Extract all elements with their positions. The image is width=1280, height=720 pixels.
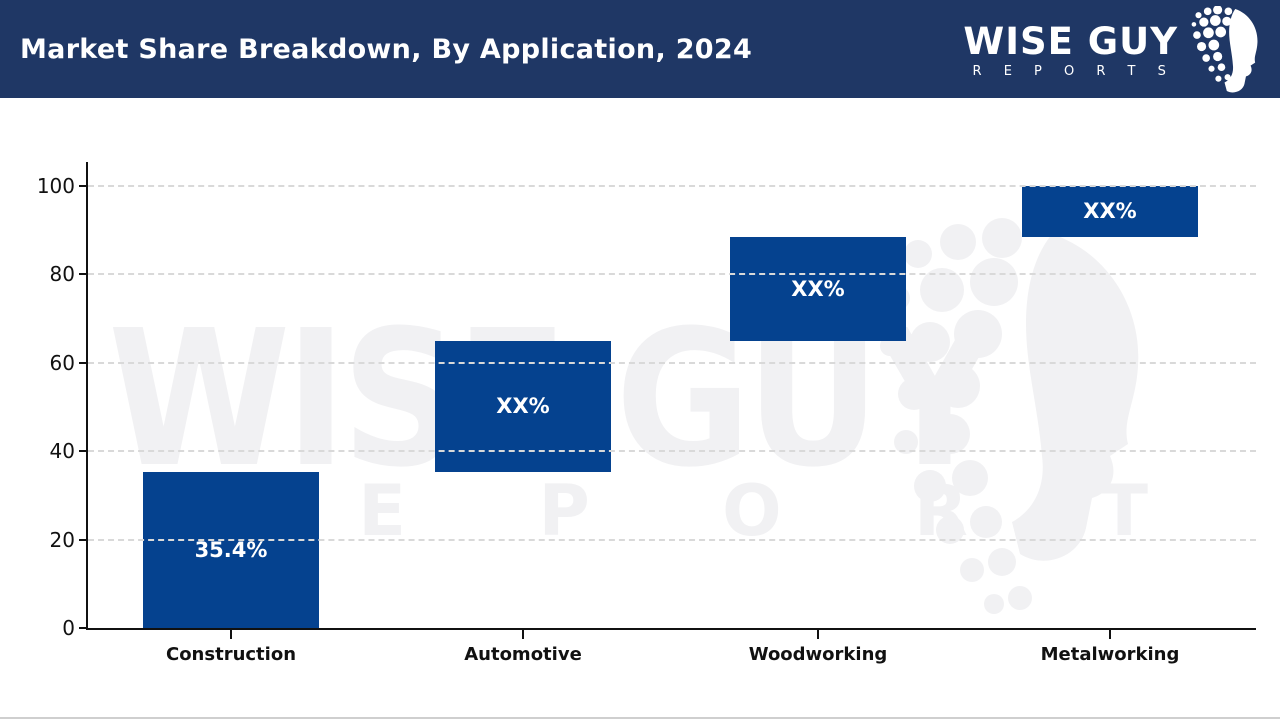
- gridline-100: [88, 185, 1256, 187]
- x-axis-line: [86, 628, 1256, 630]
- brand-logo-text: WISE GUY R E P O R T S: [963, 23, 1178, 78]
- watermark-head-icon: [880, 218, 1139, 614]
- y-tick-label-20: 20: [49, 527, 75, 552]
- y-tick-label-100: 100: [36, 174, 75, 198]
- y-tick-mark-60: [79, 361, 88, 364]
- bar-value-label-metalworking: XX%: [1083, 199, 1137, 224]
- x-tick-label-construction: Construction: [165, 644, 297, 665]
- bar-construction: [143, 471, 319, 628]
- gridline-80: [88, 273, 1256, 276]
- y-tick-label-0: 0: [62, 616, 75, 640]
- brand-subtitle: R E P O R T S: [972, 63, 1175, 79]
- brand-name: WISE GUY: [963, 19, 1178, 63]
- y-tick-mark-80: [79, 273, 88, 276]
- gridline-40: [88, 450, 1256, 453]
- y-tick-label-80: 80: [49, 262, 75, 287]
- y-tick-mark-40: [79, 450, 88, 453]
- y-axis-line: [86, 162, 88, 630]
- bar-woodworking: [730, 236, 906, 341]
- bottom-divider: [0, 717, 1280, 719]
- x-tick-label-metalworking: Metalworking: [1040, 644, 1180, 665]
- x-tick-mark-woodworking: [817, 630, 819, 639]
- y-tick-label-60: 60: [49, 350, 75, 375]
- y-tick-mark-100: [79, 185, 88, 187]
- y-tick-mark-0: [79, 627, 88, 629]
- x-tick-label-automotive: Automotive: [464, 644, 582, 665]
- brand-head-icon: [1191, 6, 1258, 93]
- x-tick-label-woodworking: Woodworking: [748, 644, 888, 665]
- x-tick-mark-automotive: [522, 630, 524, 639]
- x-tick-mark-construction: [230, 630, 232, 639]
- brand-logo: WISE GUY R E P O R T S: [963, 6, 1262, 94]
- bar-value-label-construction: 35.4%: [194, 537, 268, 562]
- bar-value-label-woodworking: XX%: [791, 276, 845, 301]
- bar-value-label-automotive: XX%: [496, 394, 550, 419]
- gridline-20: [88, 538, 1256, 541]
- y-tick-mark-20: [79, 538, 88, 541]
- bar-metalworking: [1022, 186, 1198, 237]
- chart-area: WISE GUY R E P O R T S 0 20 40 60 80 100 Const…: [0, 98, 1280, 718]
- y-tick-label-40: 40: [49, 439, 75, 464]
- header-bar: Market Share Breakdown, By Application, …: [0, 0, 1280, 98]
- gridline-60: [88, 361, 1256, 364]
- x-tick-mark-metalworking: [1109, 630, 1111, 639]
- page-title: Market Share Breakdown, By Application, …: [20, 33, 753, 65]
